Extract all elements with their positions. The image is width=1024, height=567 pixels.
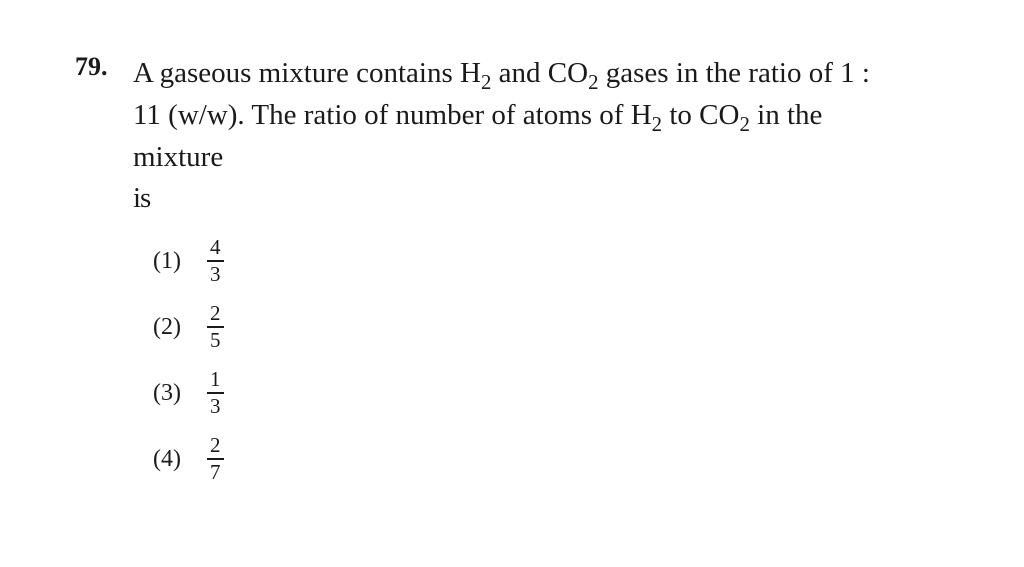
- fraction-numerator: 2: [207, 303, 224, 328]
- option-fraction: 1 3: [207, 369, 224, 417]
- question-row: 79. A gaseous mixture contains H2 and CO…: [75, 52, 904, 501]
- fraction-numerator: 2: [207, 435, 224, 460]
- question-body: A gaseous mixture contains H2 and CO2 ga…: [133, 52, 904, 501]
- subscript: 2: [588, 70, 598, 94]
- question-text-part: A gaseous mixture contains H: [133, 57, 481, 89]
- options-list: (1) 4 3 (2) 2 5 (3) 1: [153, 237, 904, 483]
- question-text-part: to CO: [662, 99, 739, 131]
- fraction-denominator: 7: [207, 460, 224, 483]
- option-row: (1) 4 3: [153, 237, 904, 285]
- question-number: 79.: [75, 52, 115, 82]
- subscript: 2: [481, 70, 491, 94]
- option-label: (3): [153, 380, 191, 407]
- subscript: 2: [739, 112, 749, 136]
- fraction-numerator: 1: [207, 369, 224, 394]
- fraction-numerator: 4: [207, 237, 224, 262]
- question-text-part: and CO: [491, 57, 588, 89]
- option-row: (3) 1 3: [153, 369, 904, 417]
- option-fraction: 2 5: [207, 303, 224, 351]
- option-label: (2): [153, 314, 191, 341]
- fraction-denominator: 5: [207, 328, 224, 351]
- option-fraction: 4 3: [207, 237, 224, 285]
- option-row: (2) 2 5: [153, 303, 904, 351]
- subscript: 2: [652, 112, 662, 136]
- question-text: A gaseous mixture contains H2 and CO2 ga…: [133, 52, 904, 178]
- option-label: (1): [153, 248, 191, 275]
- question-is-word: is: [133, 182, 904, 215]
- option-fraction: 2 7: [207, 435, 224, 483]
- fraction-denominator: 3: [207, 262, 224, 285]
- fraction-denominator: 3: [207, 394, 224, 417]
- option-row: (4) 2 7: [153, 435, 904, 483]
- option-label: (4): [153, 446, 191, 473]
- page-container: 79. A gaseous mixture contains H2 and CO…: [0, 0, 1024, 521]
